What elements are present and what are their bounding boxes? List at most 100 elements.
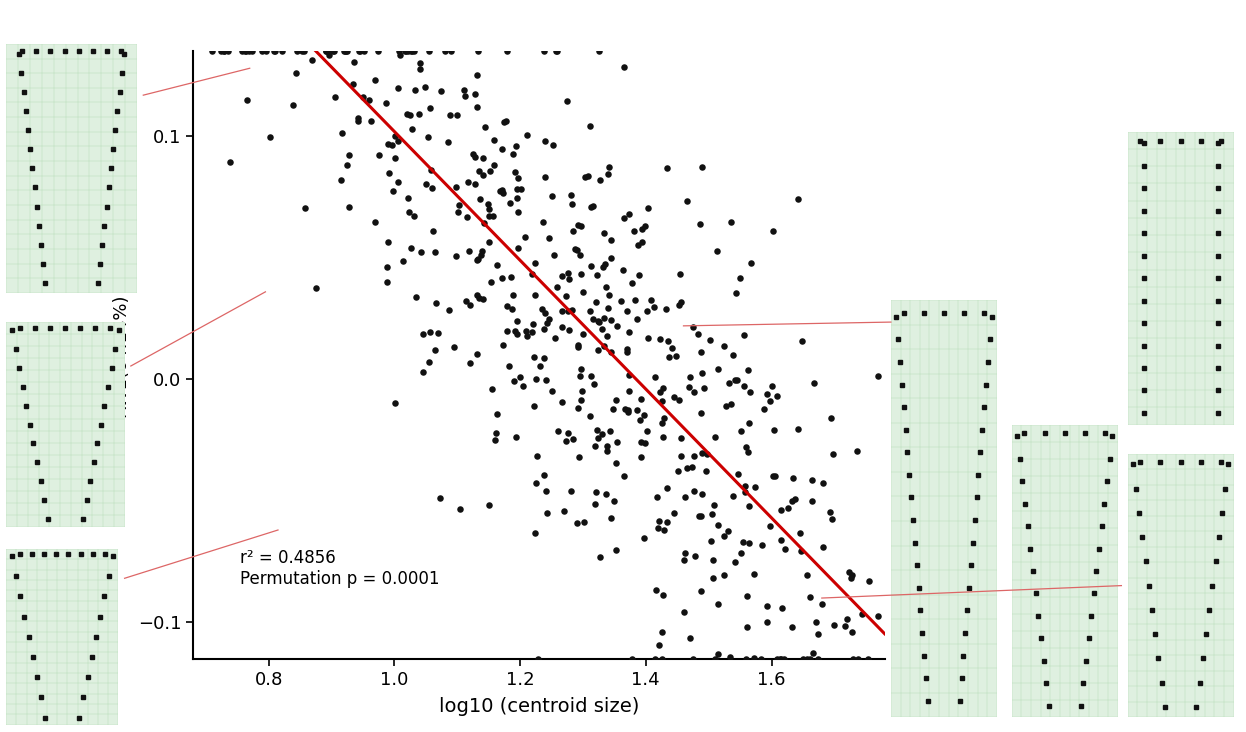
Point (361, 116, 381, 127)
Point (765, 470, 785, 482)
Point (787, 193, 807, 205)
Point (629, 269, 649, 281)
Point (473, 152, 493, 164)
Point (618, 343, 638, 355)
Point (473, 169, 493, 181)
Point (522, 268, 542, 280)
Point (503, 148, 523, 160)
Point (483, 135, 503, 146)
Point (645, 653, 665, 665)
Point (537, 318, 557, 329)
Point (812, 598, 832, 610)
Point (467, 101, 487, 113)
Point (536, 375, 556, 386)
Point (581, 201, 601, 213)
Point (645, 372, 665, 384)
Point (592, 323, 612, 335)
Point (842, 626, 862, 638)
Point (568, 220, 588, 231)
Point (331, 127, 351, 139)
Point (566, 244, 586, 255)
Point (562, 198, 582, 210)
Point (498, 359, 518, 371)
Point (841, 572, 861, 584)
Point (259, 132, 279, 143)
Point (397, 193, 417, 204)
Point (738, 591, 758, 602)
Point (617, 346, 637, 358)
Point (460, 357, 480, 369)
Point (594, 227, 614, 239)
Point (490, 186, 510, 198)
Point (214, 45, 234, 57)
Point (481, 277, 501, 288)
Point (618, 406, 638, 418)
Point (797, 569, 817, 581)
Point (576, 171, 596, 183)
Point (735, 480, 755, 492)
Point (478, 210, 498, 222)
Point (644, 302, 664, 313)
Point (525, 351, 545, 362)
Text: r² = 0.4856
Permutation p = 0.0001: r² = 0.4856 Permutation p = 0.0001 (240, 550, 440, 589)
Point (596, 280, 616, 292)
Point (320, 45, 340, 57)
Point (390, 49, 410, 61)
Point (735, 441, 755, 453)
Point (339, 149, 359, 160)
Point (389, 45, 409, 57)
Point (429, 327, 449, 339)
Point (632, 436, 652, 448)
Point (665, 351, 685, 362)
Point (467, 254, 487, 266)
Point (569, 452, 589, 463)
Point (697, 465, 716, 477)
Point (611, 295, 630, 307)
Point (523, 400, 543, 411)
Point (735, 487, 755, 498)
Point (718, 525, 738, 537)
Point (507, 206, 527, 218)
Point (302, 54, 321, 66)
Point (547, 282, 567, 294)
Point (653, 395, 673, 406)
Point (561, 189, 581, 201)
Point (736, 621, 756, 633)
Point (756, 388, 776, 400)
Point (540, 313, 559, 325)
Point (659, 351, 679, 362)
Point (419, 45, 439, 57)
Point (763, 225, 782, 237)
Point (693, 488, 713, 500)
Point (365, 74, 385, 86)
Point (684, 451, 704, 463)
Point (517, 331, 537, 343)
Point (218, 45, 238, 57)
Point (703, 554, 723, 566)
Point (670, 268, 690, 280)
Point (319, 49, 339, 61)
Point (475, 217, 495, 229)
Point (420, 326, 440, 338)
Point (467, 45, 487, 57)
Point (383, 186, 402, 198)
Point (708, 519, 728, 531)
Point (658, 482, 678, 493)
Point (723, 490, 743, 502)
Point (599, 162, 619, 173)
Point (679, 381, 699, 392)
Point (800, 591, 820, 602)
Point (726, 287, 746, 299)
Point (653, 626, 673, 638)
Point (601, 512, 621, 524)
Point (558, 427, 578, 439)
Point (422, 182, 442, 193)
Point (237, 94, 257, 106)
Point (517, 130, 537, 141)
Point (572, 220, 592, 232)
Point (588, 344, 608, 356)
Point (483, 209, 503, 221)
Point (535, 307, 554, 318)
Point (202, 45, 222, 57)
Point (627, 405, 647, 417)
